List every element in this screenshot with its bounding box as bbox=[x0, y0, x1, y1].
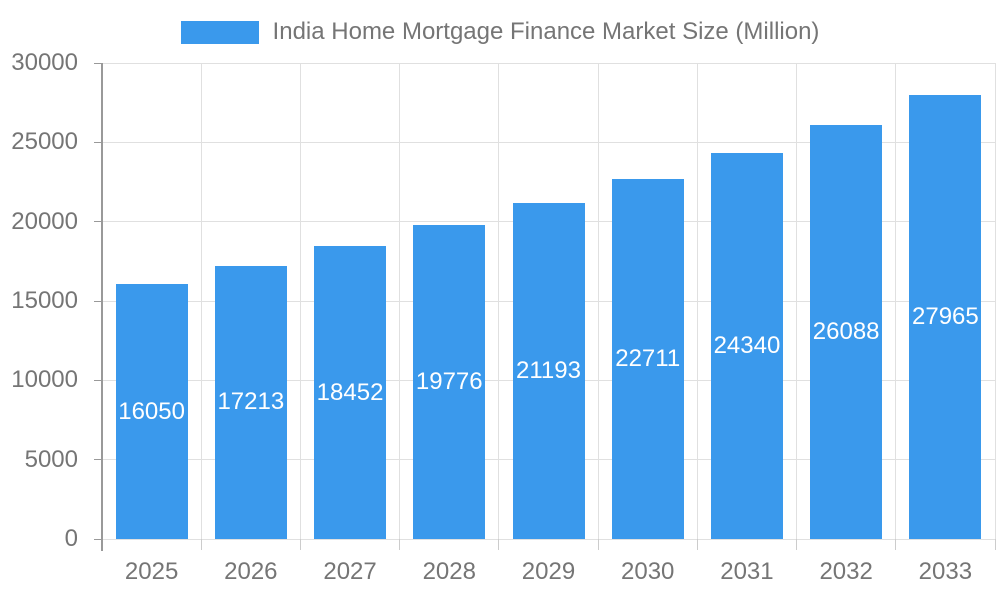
bar[interactable]: 24340 bbox=[710, 152, 783, 539]
y-tick-mark bbox=[94, 538, 102, 540]
y-tick-mark bbox=[94, 300, 102, 302]
x-gridline bbox=[200, 63, 202, 539]
x-tick-mark bbox=[399, 539, 401, 550]
x-tick-mark bbox=[299, 539, 301, 550]
x-tick-label: 2027 bbox=[323, 558, 377, 585]
x-gridline bbox=[498, 63, 500, 539]
bar[interactable]: 26088 bbox=[810, 125, 883, 539]
x-tick-label: 2025 bbox=[124, 558, 179, 585]
x-tick-label: 2033 bbox=[918, 558, 973, 585]
bar[interactable]: 21193 bbox=[512, 202, 585, 539]
bar-value-label: 17213 bbox=[217, 388, 285, 416]
x-tick-label: 2031 bbox=[720, 558, 774, 585]
bar[interactable]: 16050 bbox=[115, 284, 188, 539]
x-tick-label: 2029 bbox=[521, 558, 576, 585]
y-tick-mark bbox=[94, 459, 102, 461]
x-tick-label: 2032 bbox=[819, 558, 873, 585]
y-tick-mark bbox=[94, 221, 102, 223]
legend-swatch bbox=[180, 20, 259, 44]
x-gridline bbox=[994, 63, 996, 539]
x-gridline bbox=[597, 63, 599, 539]
y-gridline bbox=[102, 538, 995, 540]
y-tick-label: 10000 bbox=[11, 366, 78, 394]
legend-item[interactable]: India Home Mortgage Finance Market Size … bbox=[0, 17, 1000, 47]
y-gridline bbox=[102, 62, 995, 64]
bar[interactable]: 18452 bbox=[314, 246, 387, 539]
x-gridline bbox=[399, 63, 401, 539]
x-gridline bbox=[796, 63, 798, 539]
y-tick-label: 15000 bbox=[11, 287, 78, 314]
bar-value-label: 24340 bbox=[713, 331, 781, 359]
y-gridline bbox=[102, 141, 995, 143]
x-tick-mark bbox=[200, 539, 202, 550]
bar-value-label: 18452 bbox=[316, 378, 384, 406]
bar[interactable]: 27965 bbox=[909, 95, 982, 539]
x-gridline bbox=[895, 63, 897, 539]
x-tick-label: 2028 bbox=[422, 558, 476, 585]
x-gridline bbox=[299, 63, 301, 539]
y-tick-mark bbox=[94, 141, 102, 143]
y-tick-label: 0 bbox=[64, 525, 78, 552]
x-tick-mark bbox=[895, 539, 897, 550]
bar-value-label: 26088 bbox=[812, 318, 880, 346]
y-tick-label: 5000 bbox=[24, 445, 78, 473]
x-tick-mark bbox=[796, 539, 798, 550]
y-tick-label: 30000 bbox=[11, 49, 78, 76]
y-axis-line bbox=[101, 63, 103, 551]
bar-value-label: 19776 bbox=[415, 368, 483, 396]
y-tick-label: 20000 bbox=[11, 207, 78, 235]
bar-value-label: 22711 bbox=[615, 344, 681, 372]
bar[interactable]: 19776 bbox=[413, 225, 486, 539]
bar[interactable]: 22711 bbox=[611, 178, 684, 539]
y-tick-mark bbox=[94, 379, 102, 381]
bar-value-label: 16050 bbox=[118, 397, 185, 425]
x-tick-label: 2026 bbox=[224, 558, 278, 585]
legend-label: India Home Mortgage Finance Market Size … bbox=[272, 18, 820, 45]
y-tick-label: 25000 bbox=[11, 128, 78, 156]
x-tick-mark bbox=[696, 539, 698, 550]
x-tick-mark bbox=[498, 539, 500, 550]
y-tick-mark bbox=[94, 62, 102, 64]
x-tick-mark bbox=[597, 539, 599, 550]
bar[interactable]: 17213 bbox=[214, 265, 287, 539]
bar-value-label: 27965 bbox=[912, 303, 979, 331]
x-tick-mark bbox=[994, 539, 996, 550]
x-tick-label: 2030 bbox=[621, 558, 675, 585]
x-gridline bbox=[696, 63, 698, 539]
bar-value-label: 21193 bbox=[516, 356, 581, 384]
